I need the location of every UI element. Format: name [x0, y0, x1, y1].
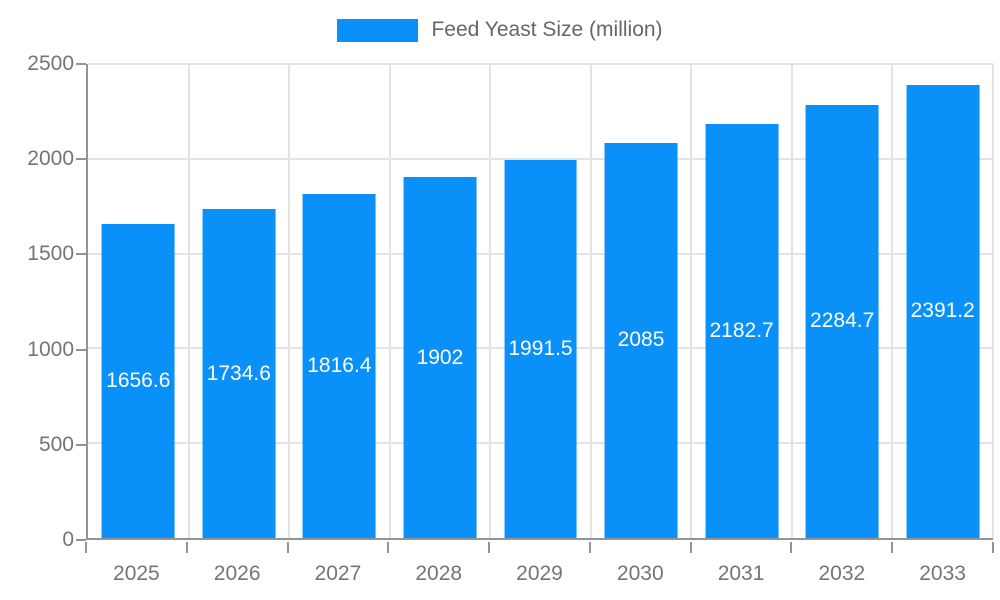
x-tick-mark — [588, 542, 591, 553]
chart-legend-item[interactable]: Feed Yeast Size (million) — [0, 17, 1000, 43]
bar-value-label: 1816.4 — [307, 353, 372, 377]
gridline-vertical — [489, 64, 492, 538]
gridline-vertical — [288, 64, 291, 538]
y-tick-label: 500 — [38, 432, 74, 456]
gridline-horizontal — [88, 63, 993, 65]
bar: 2284.7 — [805, 104, 879, 538]
bar-value-label: 2391.2 — [910, 299, 975, 323]
gridline-vertical — [992, 64, 994, 538]
x-axis-label: 2025 — [113, 562, 160, 585]
y-tick-mark — [76, 348, 86, 351]
bar: 1991.5 — [504, 160, 577, 538]
bar: 2085 — [604, 142, 678, 538]
bar: 2391.2 — [906, 84, 980, 538]
y-tick-label: 0 — [62, 528, 74, 551]
x-tick-mark — [891, 542, 894, 553]
x-tick-mark — [689, 542, 692, 553]
bar-value-label: 2085 — [617, 328, 665, 352]
y-tick-mark — [76, 539, 86, 541]
bar: 1734.6 — [202, 209, 276, 538]
x-axis-label: 2032 — [818, 562, 866, 585]
bar-value-label: 2284.7 — [810, 309, 875, 333]
bar: 1902 — [403, 177, 477, 538]
y-tick-label: 2500 — [27, 52, 74, 75]
gridline-vertical — [589, 64, 592, 538]
bar-value-label: 1734.6 — [206, 361, 271, 385]
legend-label: Feed Yeast Size (million) — [431, 18, 663, 41]
bar-value-label: 1991.5 — [508, 337, 573, 361]
bar: 1816.4 — [302, 193, 376, 538]
y-tick-label: 2000 — [27, 147, 74, 171]
legend-swatch — [337, 18, 419, 42]
x-axis-label: 2031 — [717, 562, 765, 585]
gridline-vertical — [790, 64, 793, 538]
gridline-vertical — [187, 64, 190, 538]
x-axis: 2025 2026 2027 2028 2029 2030 2031 2032 2033 — [85, 542, 994, 600]
gridline-vertical — [690, 64, 693, 538]
y-axis: 0 500 1000 1500 2000 2500 — [0, 53, 86, 551]
gridline-horizontal — [88, 157, 993, 160]
bar-value-label: 1656.6 — [106, 368, 171, 392]
x-axis-label: 2033 — [919, 562, 966, 585]
bar: 1656.6 — [101, 223, 175, 538]
y-tick-label: 1500 — [27, 242, 74, 266]
x-tick-mark — [992, 542, 994, 553]
bar: 2182.7 — [705, 124, 779, 538]
x-tick-mark — [286, 542, 289, 553]
x-tick-mark — [488, 542, 491, 553]
y-tick-mark — [76, 443, 86, 446]
x-axis-label: 2026 — [213, 562, 261, 585]
x-tick-mark — [85, 542, 87, 553]
x-axis-label: 2027 — [314, 562, 362, 585]
gridline-vertical — [388, 64, 391, 538]
bar-value-label: 2182.7 — [709, 319, 774, 343]
y-tick-mark — [76, 253, 86, 256]
y-tick-mark — [76, 158, 86, 161]
gridline-vertical — [891, 64, 894, 538]
x-tick-mark — [185, 542, 188, 553]
x-axis-label: 2029 — [516, 562, 563, 585]
x-tick-mark — [790, 542, 793, 553]
x-tick-mark — [387, 542, 390, 553]
bar-value-label: 1902 — [416, 345, 464, 369]
x-axis-label: 2028 — [415, 562, 463, 585]
plot-area: 1656.6 1734.6 1816.4 1902 1991.5 2085 2182.7 22… — [86, 63, 994, 540]
x-axis-label: 2030 — [616, 562, 664, 585]
y-tick-label: 1000 — [27, 337, 74, 361]
y-tick-mark — [76, 63, 86, 65]
